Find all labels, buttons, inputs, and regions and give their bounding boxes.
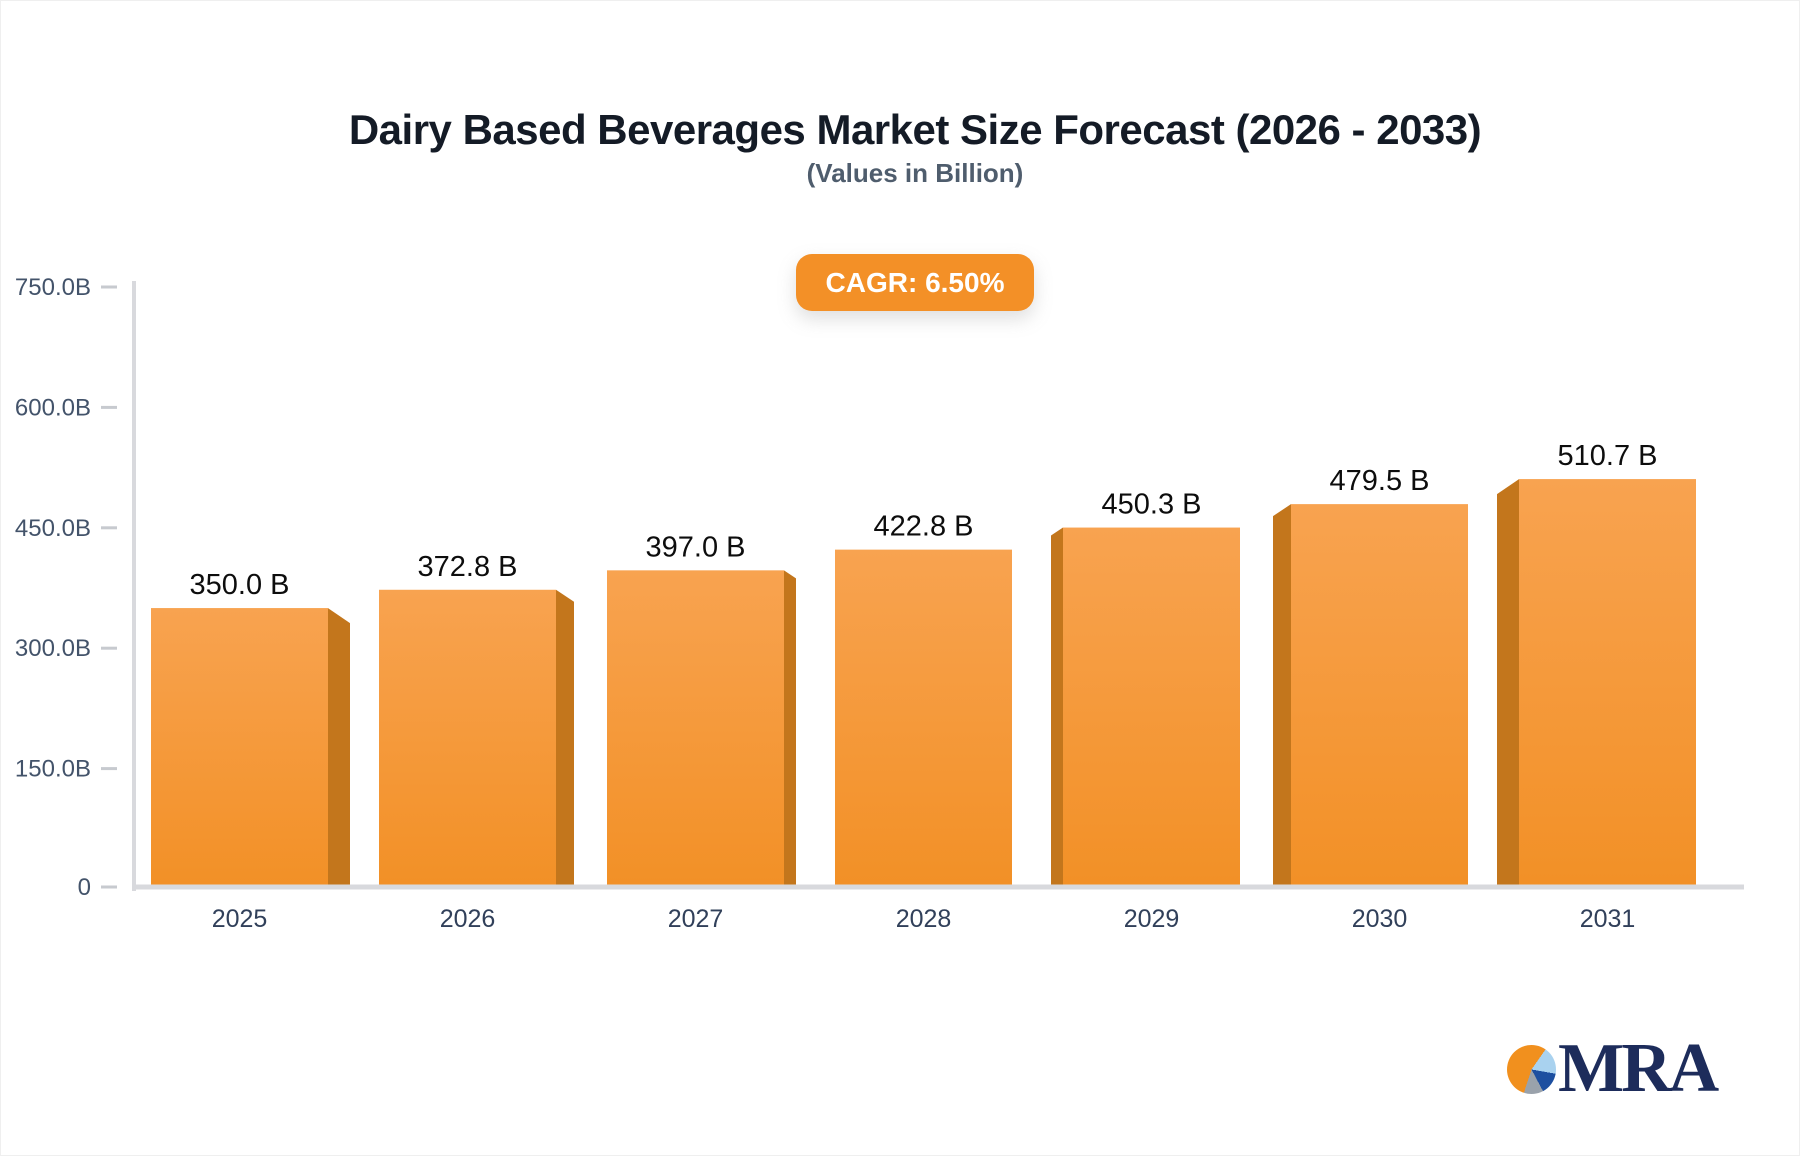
bar-front-face (835, 549, 1012, 889)
y-axis-label: 0 (78, 874, 91, 901)
x-axis-year-label: 2029 (1124, 905, 1180, 933)
x-axis-year-label: 2025 (212, 905, 268, 933)
bar-value-label: 372.8 B (418, 551, 518, 583)
cagr-badge-row: CAGR: 6.50% (31, 254, 1799, 311)
bar-value-label: 422.8 B (874, 511, 974, 543)
chart-title: Dairy Based Beverages Market Size Foreca… (348, 106, 1482, 153)
bar-value-label: 510.7 B (1558, 440, 1658, 472)
bar-value-label: 397.0 B (646, 531, 746, 563)
bar-front-face (379, 589, 556, 889)
mra-logo: MRA (1507, 1030, 1719, 1107)
bar-side-face (328, 608, 350, 889)
pie-chart-logo-icon (1507, 1044, 1556, 1094)
bar-value-label: 450.3 B (1102, 489, 1202, 521)
bar-value-label: 350.0 B (190, 569, 290, 601)
y-axis-label: 750.0B (15, 274, 91, 301)
y-axis-label: 150.0B (15, 756, 91, 783)
bar-side-face (1051, 527, 1063, 889)
bar-front-face (607, 570, 784, 889)
y-axis-label: 450.0B (15, 515, 91, 542)
x-axis-year-label: 2028 (896, 905, 952, 933)
bar-front-face (1063, 527, 1240, 889)
bar-side-face (1497, 479, 1519, 889)
bar-front-face (1291, 504, 1468, 889)
bar-side-face (556, 589, 574, 889)
x-axis-year-label: 2027 (668, 905, 724, 933)
y-axis-label: 300.0B (15, 635, 91, 662)
x-axis-year-label: 2030 (1352, 905, 1408, 933)
x-axis-year-label: 2026 (440, 905, 496, 933)
cagr-badge: CAGR: 6.50% (795, 254, 1035, 311)
bar-front-face (151, 608, 328, 889)
chart-header: Dairy Based Beverages Market Size Foreca… (31, 1, 1799, 189)
bar-side-face (784, 570, 796, 889)
chart-subtitle: (Values in Billion) (806, 158, 1024, 188)
bar-value-label: 479.5 B (1330, 465, 1430, 497)
x-axis-year-label: 2031 (1580, 905, 1636, 933)
y-axis-label: 600.0B (15, 394, 91, 421)
logo-text: MRA (1558, 1030, 1719, 1107)
bar-front-face (1519, 479, 1696, 889)
bar-side-face (1273, 504, 1291, 889)
